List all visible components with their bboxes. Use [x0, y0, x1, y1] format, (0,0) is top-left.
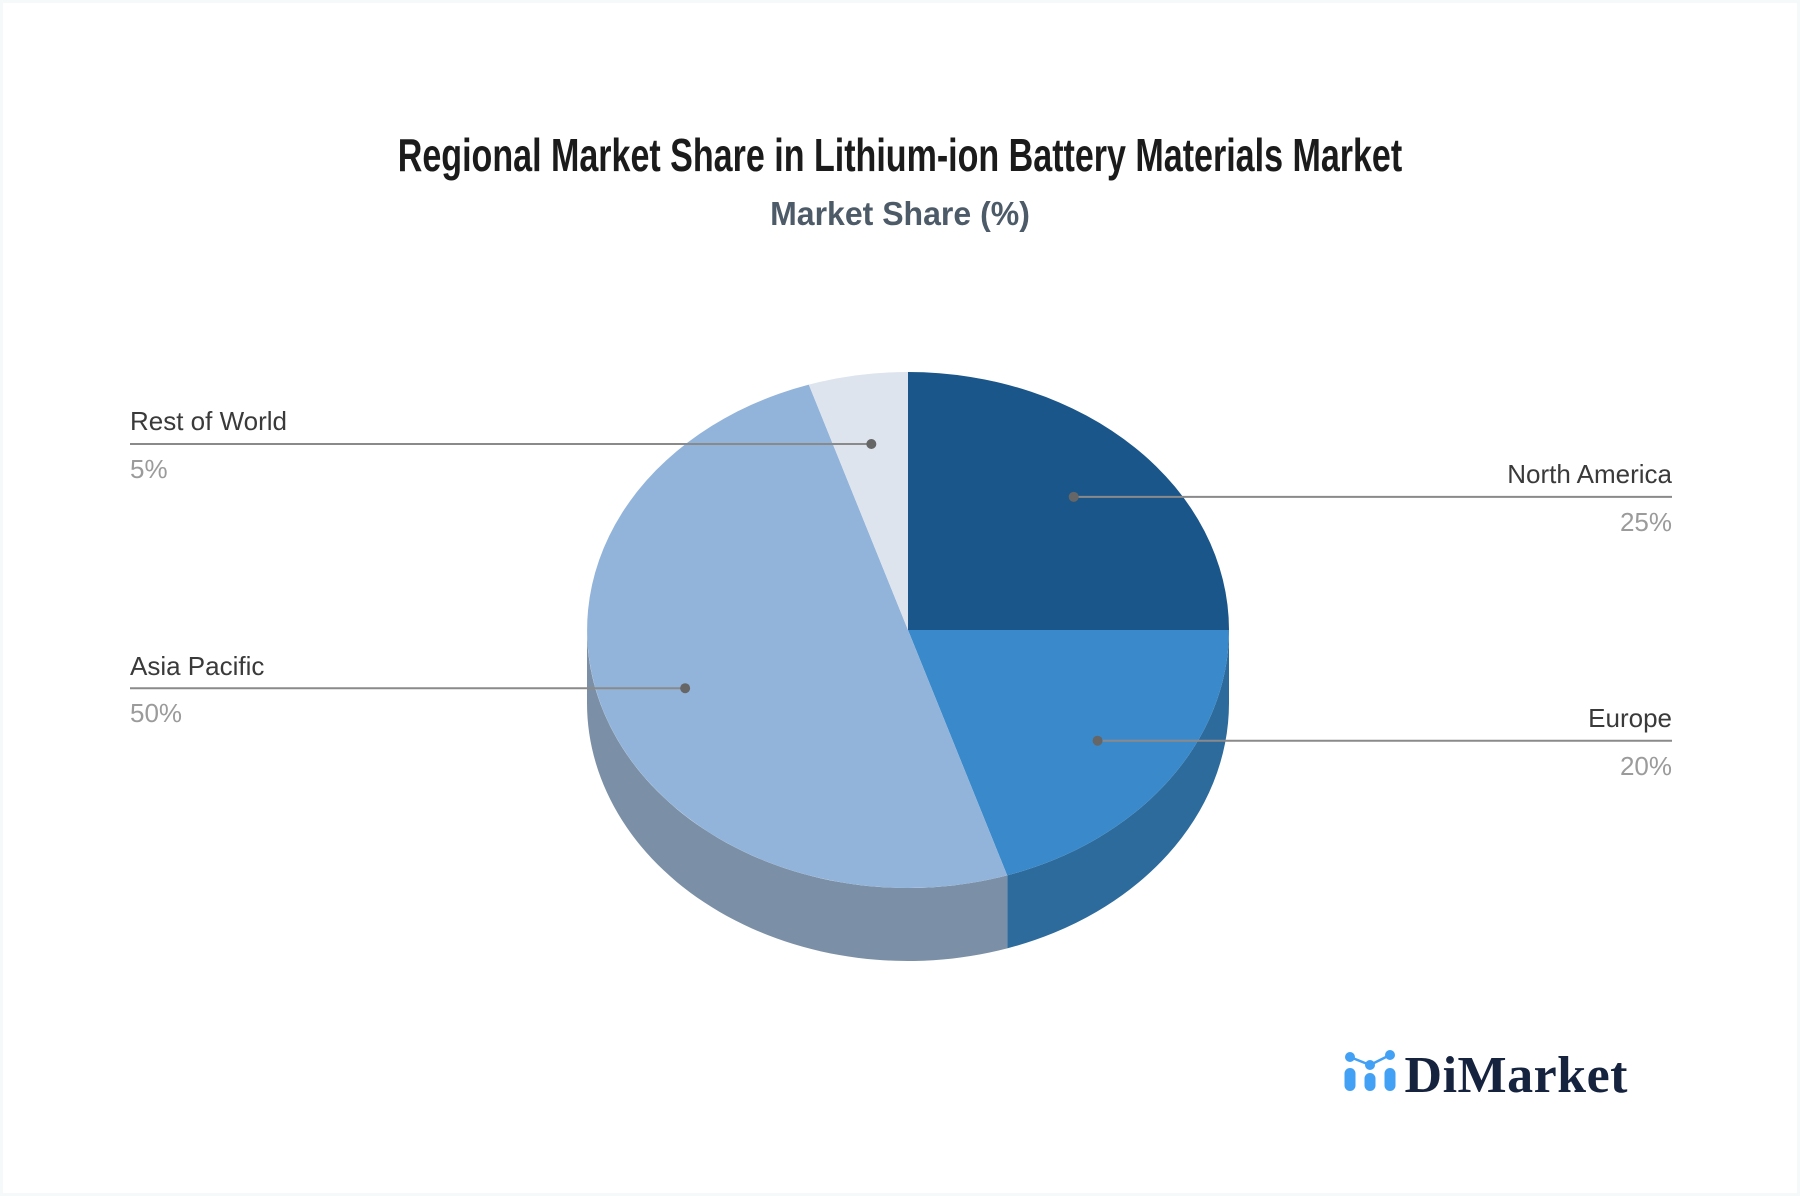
chart-subtitle: Market Share (%)	[770, 195, 1030, 232]
leader-dot	[1068, 491, 1079, 502]
slice-value-label: 20%	[1619, 750, 1672, 781]
slice-value-label: 50%	[130, 698, 183, 729]
leader-dot	[680, 683, 691, 694]
chart-title: Regional Market Share in Lithium-ion Bat…	[397, 129, 1403, 181]
slice-label: Asia Pacific	[130, 650, 265, 681]
pie-slice-rest-of-world[interactable]	[808, 372, 908, 630]
leader-dot	[1092, 735, 1103, 746]
bar-line-chart-icon	[1344, 1050, 1396, 1091]
slice-label: Europe	[1588, 703, 1672, 734]
brand-logo[interactable]: DiMarket	[1344, 1049, 1628, 1102]
pie-slice-europe[interactable]	[908, 630, 1229, 876]
pie-slice-north-america[interactable]	[908, 372, 1229, 630]
pie-slice-asia-pacific[interactable]	[587, 384, 1008, 888]
slice-value-label: 25%	[1619, 506, 1672, 537]
brand-logo-text: DiMarket	[1404, 1047, 1628, 1104]
slice-label: Rest of World	[130, 406, 288, 437]
slice-label: North America	[1507, 459, 1672, 490]
slice-value-label: 5%	[130, 453, 168, 484]
pie-slice-side	[1007, 630, 1229, 949]
pie-slice-side	[587, 630, 1008, 961]
leader-dot	[866, 438, 877, 449]
